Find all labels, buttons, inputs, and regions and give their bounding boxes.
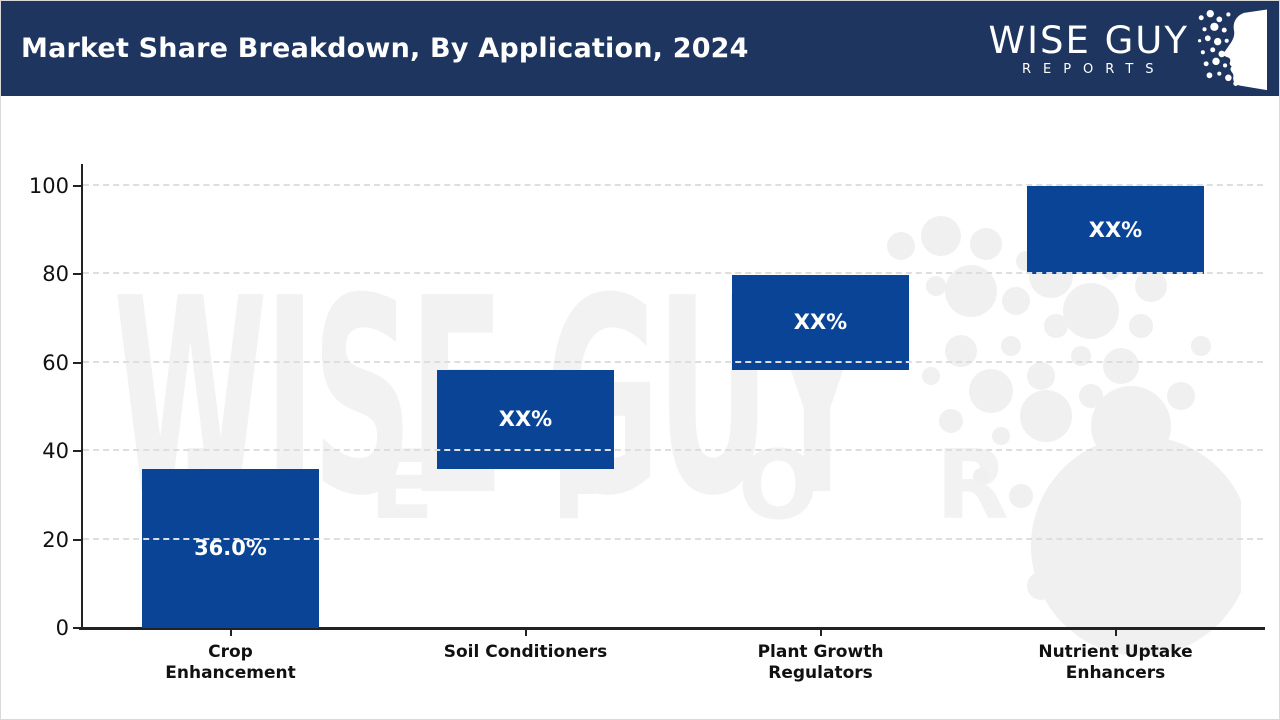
bar-value-label: XX% [498,407,553,432]
logo-wordmark: WISE GUY [988,18,1189,62]
x-axis-label: Crop Enhancement [111,642,351,685]
gridline [83,184,1263,187]
x-axis-label: Soil Conditioners [406,642,646,663]
gridline [83,360,1263,363]
wise-guy-reports-logo: WISE GUY REPORTS [989,7,1267,91]
x-tick [1114,628,1117,636]
bar-soil-conditioners: XX% [437,369,614,469]
y-tick [73,185,81,188]
x-axis-label: Nutrient Uptake Enhancers [996,642,1236,685]
y-tick [73,538,81,541]
bar-nutrient-uptake-enhancers: XX% [1027,186,1204,275]
y-tick-label: 80 [42,262,69,287]
x-axis-label: Plant Growth Regulators [701,642,941,685]
bar-crop-enhancement: 36.0% [142,468,319,628]
gridline [83,272,1263,275]
x-tick [819,628,822,636]
y-tick-label: 100 [28,174,69,199]
bar-value-label: 36.0% [194,536,267,561]
bar-value-label: XX% [793,310,848,334]
y-tick [73,450,81,453]
y-tick [73,627,81,629]
page-title: Market Share Breakdown, By Application, … [21,33,749,64]
x-axis-label-text: Plant Growth Regulators [757,642,884,684]
y-tick [73,361,81,364]
gridline [83,449,1263,452]
header-bar: Market Share Breakdown, By Application, … [1,1,1279,96]
x-tick [229,628,232,636]
bar-plant-growth-regulators: XX% [732,274,909,370]
gridline [83,537,1263,540]
x-axis-label-text: Crop Enhancement [165,642,296,684]
y-tick [73,273,81,276]
logo-text: WISE GUY REPORTS [989,22,1189,76]
x-axis-line [79,627,1265,630]
bar-value-label: XX% [1088,218,1143,243]
y-tick-label: 20 [42,527,69,552]
plot-area: 36.0% XX% XX% XX% 0 20 40 60 80 100 Crop Enhance… [29,164,1265,683]
logo-subtitle: REPORTS [1021,61,1166,77]
x-axis-label-text: Soil Conditioners [443,642,608,662]
y-tick-label: 0 [55,616,69,640]
y-tick-label: 40 [42,439,69,464]
x-tick [524,628,527,636]
x-axis-label-text: Nutrient Uptake Enhancers [1038,642,1193,684]
dotted-face-icon [1197,9,1267,90]
y-tick-label: 60 [42,350,69,375]
y-axis-line [81,164,83,630]
